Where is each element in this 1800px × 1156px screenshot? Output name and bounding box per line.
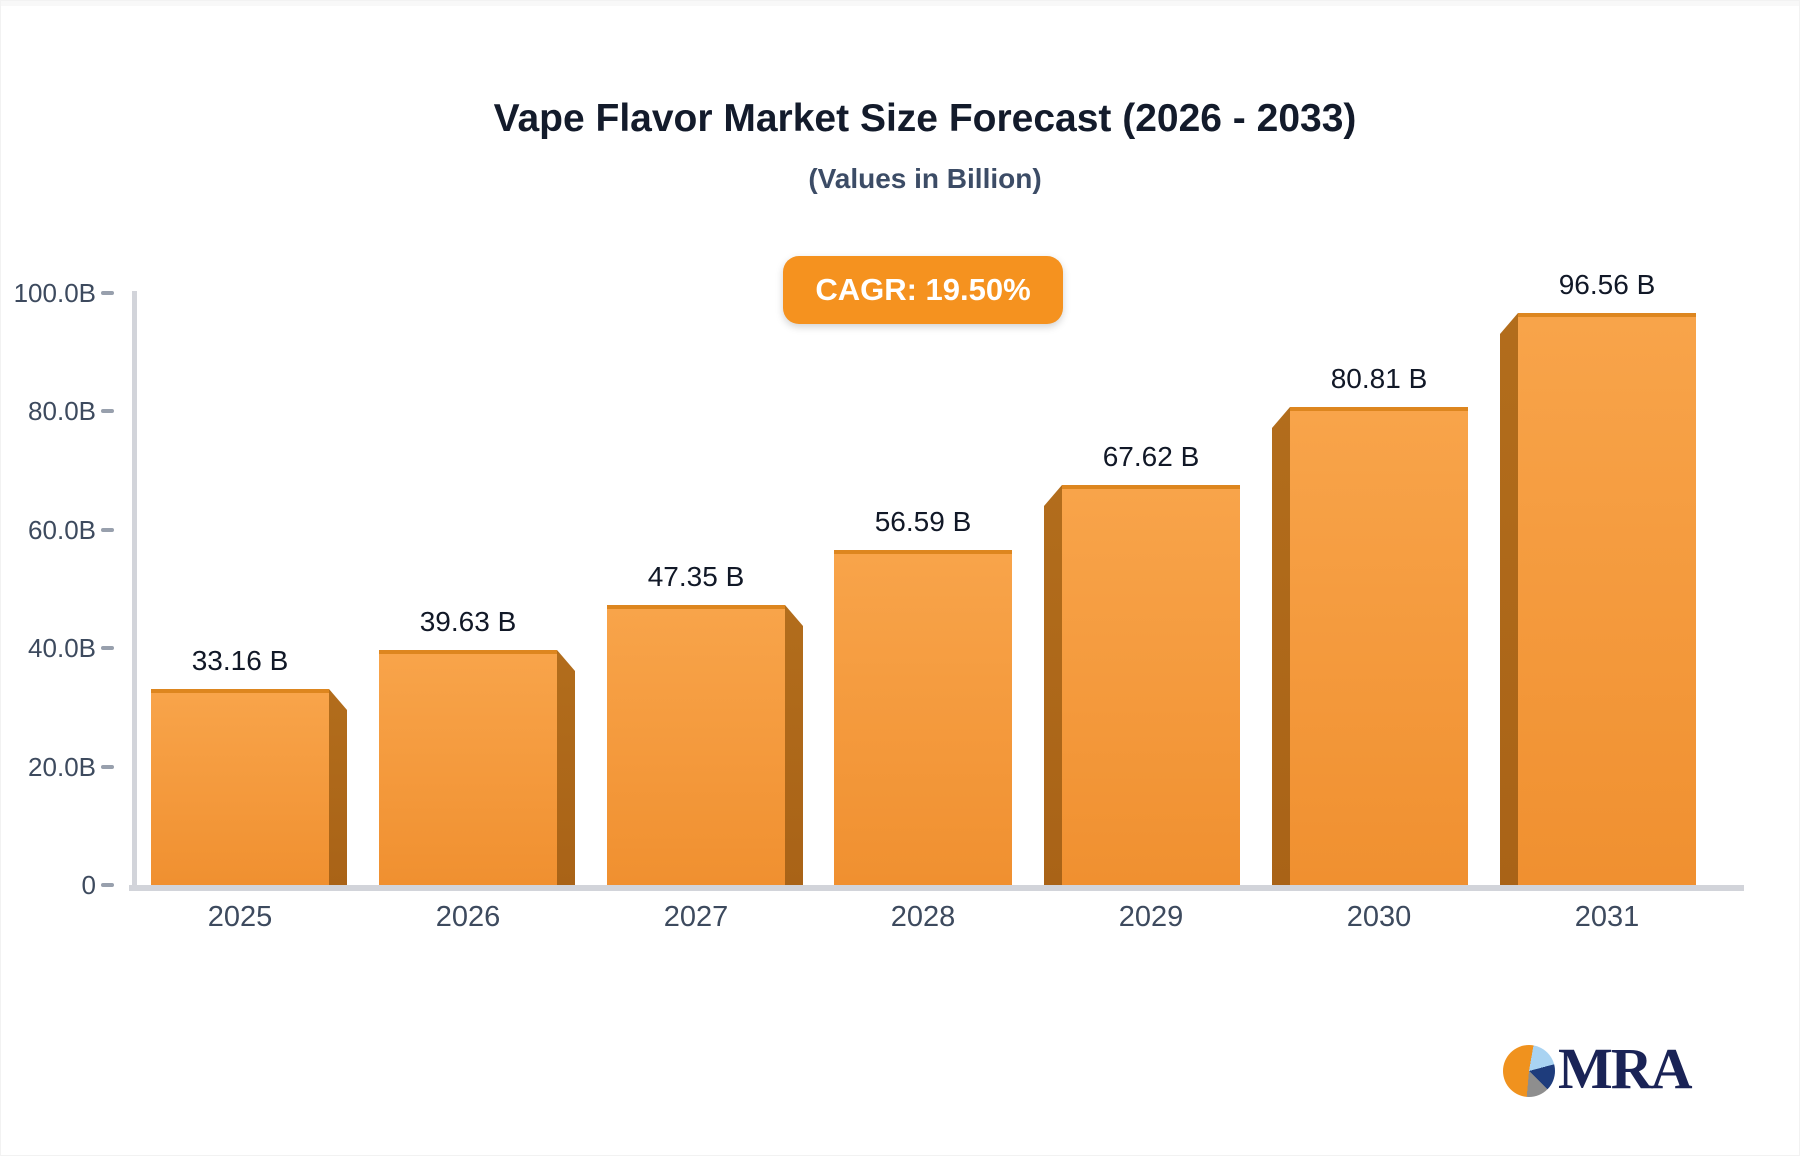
y-tick-label: 60.0B [28, 514, 96, 545]
bar-2028 [834, 550, 1012, 885]
bar-side-2030 [1272, 407, 1290, 885]
bar-side-2031 [1500, 313, 1518, 885]
bar-side-2025 [329, 689, 347, 885]
bar-side-2027 [785, 605, 803, 885]
y-tick-mark [101, 883, 114, 887]
bar-value-label-2025: 33.16 B [191, 645, 289, 676]
brand-logo-text: MRA [1558, 1035, 1693, 1101]
brand-logo: MRA [1503, 1033, 1693, 1103]
cagr-badge-label: CAGR: 19.50% [815, 272, 1031, 307]
pie-chart-logo-icon [1503, 1045, 1555, 1097]
bar-side-2029 [1044, 485, 1062, 885]
x-tick-label-2029: 2029 [1118, 901, 1184, 933]
y-tick-label: 100.0B [13, 278, 96, 308]
page-top-strip [1, 1, 1799, 6]
bar-value-label-2029: 67.62 B [1102, 441, 1200, 472]
y-tick-label: 40.0B [28, 633, 96, 664]
x-axis-line [129, 885, 1744, 891]
y-tick-label: 0 [81, 870, 96, 900]
chart-title: Vape Flavor Market Size Forecast (2026 -… [493, 97, 1357, 140]
x-tick-label-2031: 2031 [1574, 901, 1640, 933]
y-tick-mark [101, 527, 114, 532]
y-axis-line [132, 291, 137, 885]
y-tick-mark [101, 764, 114, 769]
bar-value-label-2031: 96.56 B [1558, 269, 1656, 300]
bar-2030 [1290, 407, 1468, 885]
bar-2031 [1518, 313, 1696, 885]
bar-value-label-2026: 39.63 B [419, 606, 517, 637]
bar-2026 [379, 650, 557, 885]
y-tick-mark [101, 409, 114, 414]
bar-2029 [1062, 485, 1240, 885]
x-tick-label-2030: 2030 [1346, 901, 1412, 933]
bar-2027 [607, 605, 785, 885]
bar-side-2026 [557, 650, 575, 885]
cagr-badge: CAGR: 19.50% [783, 256, 1063, 324]
x-tick-label-2027: 2027 [663, 901, 729, 933]
chart-subtitle: (Values in Billion) [808, 163, 1042, 194]
y-tick-label: 20.0B [28, 751, 96, 782]
y-tick-label: 80.0B [28, 396, 96, 427]
y-tick-mark [101, 646, 114, 651]
y-tick-mark [101, 291, 114, 295]
bar-2025 [151, 689, 329, 885]
bar-value-label-2030: 80.81 B [1330, 363, 1428, 394]
x-tick-label-2025: 2025 [207, 901, 273, 933]
bar-value-label-2028: 56.59 B [874, 506, 972, 537]
x-tick-label-2028: 2028 [890, 901, 956, 933]
bar-value-label-2027: 47.35 B [647, 561, 745, 592]
x-tick-label-2026: 2026 [435, 901, 501, 933]
